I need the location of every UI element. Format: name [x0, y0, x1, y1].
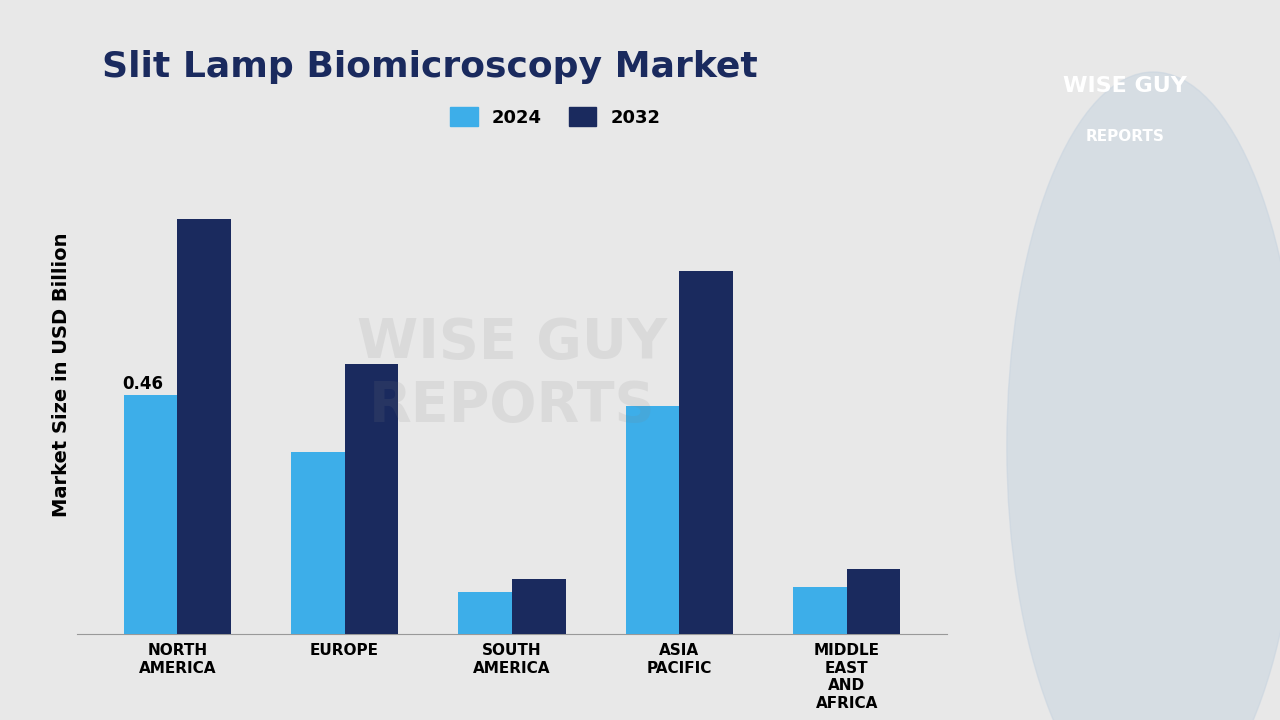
Bar	[291, 452, 344, 634]
Bar	[344, 364, 398, 634]
Circle shape	[1007, 72, 1280, 720]
Text: REPORTS: REPORTS	[1085, 130, 1165, 144]
Bar	[512, 579, 566, 634]
Text: WISE GUY: WISE GUY	[1064, 76, 1187, 96]
Bar	[458, 592, 512, 634]
Y-axis label: Market Size in USD Billion: Market Size in USD Billion	[52, 232, 72, 517]
Text: 0.46: 0.46	[122, 374, 163, 392]
Bar	[680, 271, 733, 634]
Text: WISE GUY
REPORTS: WISE GUY REPORTS	[357, 316, 667, 433]
Text: Slit Lamp Biomicroscopy Market: Slit Lamp Biomicroscopy Market	[102, 50, 758, 84]
Bar	[177, 219, 230, 634]
Bar	[794, 587, 847, 634]
Bar	[124, 395, 177, 634]
Legend: 2024, 2032: 2024, 2032	[442, 99, 669, 135]
Bar	[626, 405, 680, 634]
Bar	[847, 569, 900, 634]
